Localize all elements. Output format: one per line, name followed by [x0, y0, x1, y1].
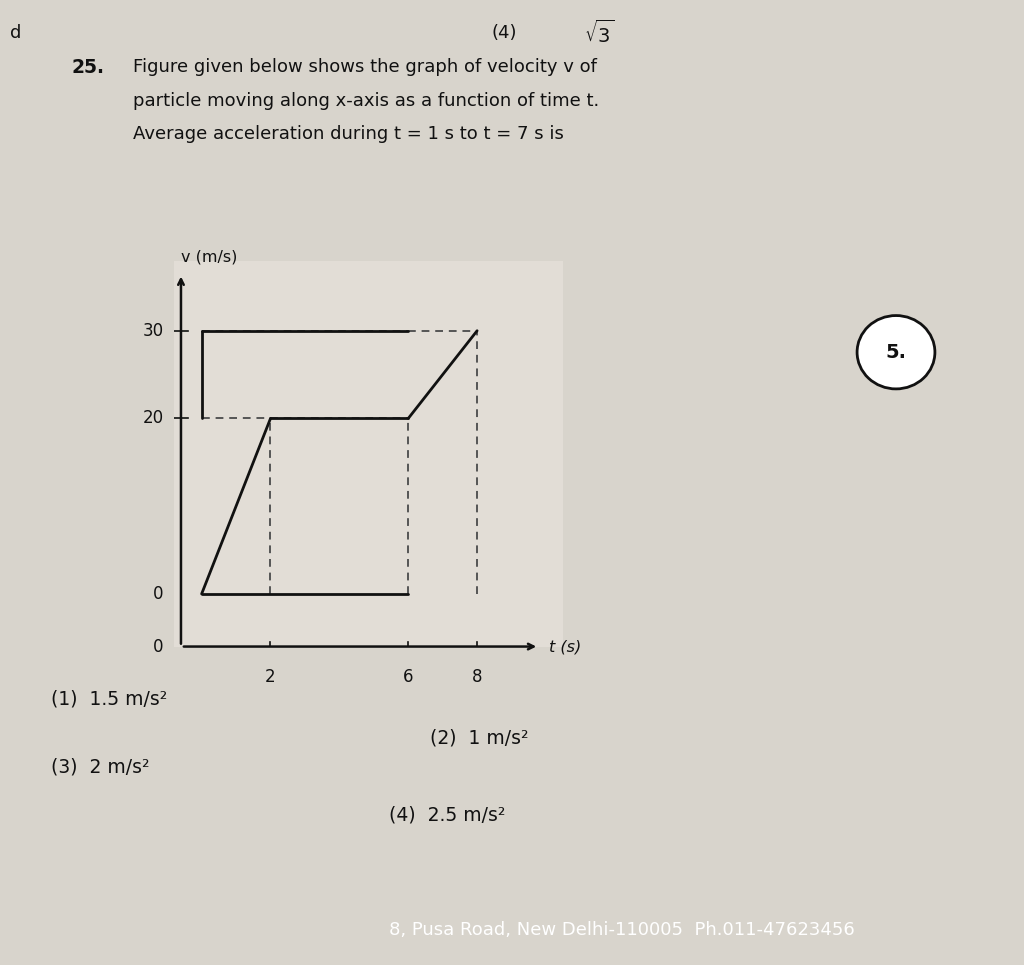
Text: $\sqrt{3}$: $\sqrt{3}$ — [584, 19, 614, 46]
Circle shape — [857, 316, 935, 389]
Text: (1)  1.5 m/s²: (1) 1.5 m/s² — [51, 690, 168, 709]
Text: v (m/s): v (m/s) — [181, 250, 238, 265]
Text: 6: 6 — [403, 669, 414, 686]
Text: (4)  2.5 m/s²: (4) 2.5 m/s² — [389, 806, 506, 825]
Text: (2)  1 m/s²: (2) 1 m/s² — [430, 729, 528, 748]
Text: 0: 0 — [154, 638, 164, 655]
Text: d: d — [10, 24, 22, 42]
Text: 25.: 25. — [72, 58, 104, 77]
Text: particle moving along x-axis as a function of time t.: particle moving along x-axis as a functi… — [133, 92, 599, 110]
Text: 0: 0 — [154, 585, 164, 603]
Text: 30: 30 — [142, 321, 164, 340]
Text: Figure given below shows the graph of velocity v of: Figure given below shows the graph of ve… — [133, 58, 597, 76]
Text: t (s): t (s) — [550, 639, 582, 654]
Text: 5.: 5. — [886, 343, 906, 362]
Text: 20: 20 — [142, 409, 164, 427]
Text: 8, Pusa Road, New Delhi-110005  Ph.011-47623456: 8, Pusa Road, New Delhi-110005 Ph.011-47… — [389, 922, 855, 939]
Text: Average acceleration during t = 1 s to t = 7 s is: Average acceleration during t = 1 s to t… — [133, 125, 564, 144]
Text: (3)  2 m/s²: (3) 2 m/s² — [51, 758, 150, 777]
Text: 8: 8 — [472, 669, 482, 686]
Text: (4): (4) — [492, 24, 517, 42]
Text: 2: 2 — [265, 669, 275, 686]
